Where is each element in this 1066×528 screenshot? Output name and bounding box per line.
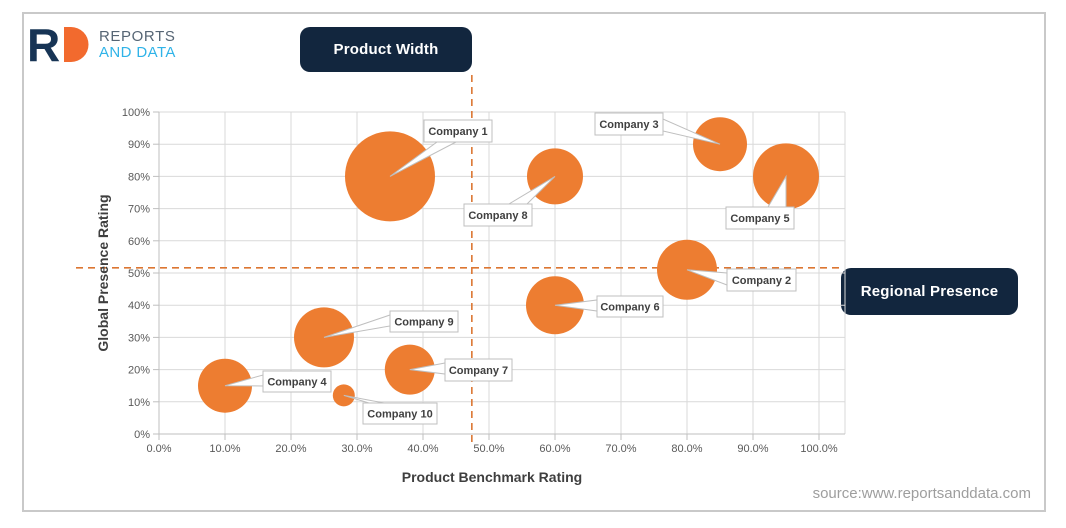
callout-label-company-5: Company 5 [730,213,789,225]
y-axis-title: Global Presence Rating [95,194,111,352]
callout-box-company-1 [423,119,493,143]
x-tick-label-8: 80.0% [671,443,702,455]
callout-label-company-2: Company 2 [732,275,791,287]
x-tick-label-9: 90.0% [737,443,768,455]
y-tick-label-5: 50% [128,268,150,280]
callout-label-company-8: Company 8 [468,210,527,222]
y-tick-label-10: 100% [122,107,150,119]
callout-box-company-9 [389,310,459,333]
logo-line2: AND DATA [99,44,176,61]
x-axis-title: Product Benchmark Rating [401,469,583,485]
y-tick-label-4: 40% [128,300,150,312]
y-tick-label-3: 30% [128,332,150,344]
callout-box-company-6 [596,295,664,318]
x-tick-label-4: 40.0% [407,443,438,455]
y-tick-label-0: 0% [134,429,150,441]
x-tick-label-2: 20.0% [275,443,306,455]
x-tick-label-3: 30.0% [341,443,372,455]
logo-text: REPORTS AND DATA [99,27,176,61]
callout-box-company-7 [444,358,513,382]
x-tick-label-6: 60.0% [539,443,570,455]
callout-box-company-10 [362,402,438,425]
callout-box-company-4 [262,370,332,393]
x-tick-label-7: 70.0% [605,443,636,455]
callout-box-company-8 [463,203,533,227]
y-tick-label-7: 70% [128,204,150,216]
product-width-button[interactable]: Product Width [300,27,472,72]
x-tick-label-0: 0.0% [146,443,171,455]
callout-label-company-1: Company 1 [428,126,487,138]
callout-label-company-7: Company 7 [449,365,508,377]
logo-letter-r: R [30,24,60,66]
source-text: source:www.reportsanddata.com [812,485,1031,502]
y-tick-label-9: 90% [128,139,150,151]
x-tick-label-10: 100.0% [800,443,838,455]
y-tick-label-1: 10% [128,397,150,409]
x-tick-label-5: 50.0% [473,443,504,455]
logo-letter-d-shape [64,27,89,62]
callout-label-company-4: Company 4 [267,377,327,389]
callout-box-company-3 [594,112,664,136]
chart-panel-border [22,12,1046,512]
callout-box-company-5 [725,206,795,230]
x-tick-label-1: 10.0% [209,443,240,455]
regional-presence-button[interactable]: Regional Presence [841,268,1018,315]
y-tick-label-2: 20% [128,365,150,377]
reports-and-data-logo: R REPORTS AND DATA [30,24,176,66]
callout-label-company-9: Company 9 [394,317,453,329]
y-tick-label-6: 60% [128,236,150,248]
logo-mark-icon: R [30,24,89,66]
callout-label-company-3: Company 3 [599,119,658,131]
callout-label-company-6: Company 6 [600,302,659,314]
logo-line1: REPORTS [99,27,176,45]
callout-label-company-10: Company 10 [367,409,432,421]
y-tick-label-8: 80% [128,171,150,183]
callout-box-company-2 [726,268,797,292]
